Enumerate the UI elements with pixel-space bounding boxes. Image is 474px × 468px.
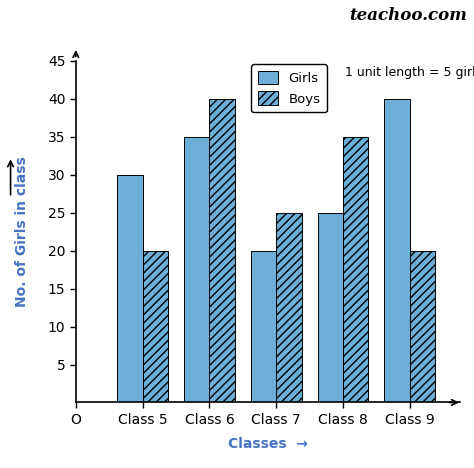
Bar [184, 137, 210, 402]
Bar [117, 175, 143, 402]
Bar [410, 251, 435, 402]
Bar [318, 212, 343, 402]
Bar [276, 212, 301, 402]
Bar [143, 251, 168, 402]
Text: 1 unit length = 5 girls: 1 unit length = 5 girls [345, 66, 474, 79]
Bar [210, 99, 235, 402]
Bar [343, 137, 368, 402]
Text: Classes  →: Classes → [228, 437, 308, 451]
Bar [251, 251, 276, 402]
Text: teachoo.com: teachoo.com [349, 7, 467, 24]
Bar [384, 99, 410, 402]
Legend: Girls, Boys: Girls, Boys [251, 64, 327, 112]
Text: No. of Girls in class: No. of Girls in class [15, 156, 29, 307]
